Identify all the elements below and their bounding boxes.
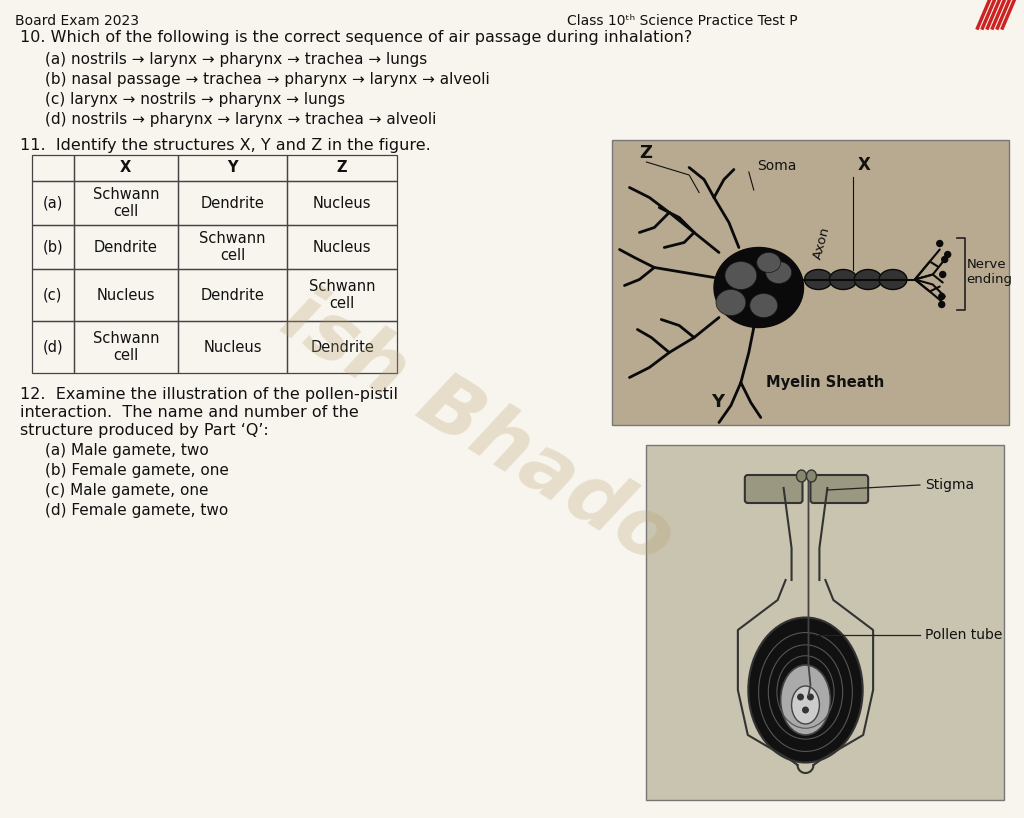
- Ellipse shape: [716, 290, 745, 316]
- Ellipse shape: [879, 269, 907, 290]
- Bar: [178, 269, 288, 321]
- Bar: [288, 225, 396, 269]
- Circle shape: [945, 251, 950, 258]
- FancyBboxPatch shape: [810, 475, 868, 503]
- Ellipse shape: [714, 248, 804, 327]
- Text: (d) Female gamete, two: (d) Female gamete, two: [45, 503, 228, 518]
- Text: Y: Y: [711, 393, 724, 411]
- Text: (c): (c): [43, 287, 62, 303]
- Text: Y: Y: [227, 160, 238, 176]
- Ellipse shape: [725, 262, 757, 290]
- Bar: [32, 321, 74, 373]
- Text: X: X: [120, 160, 131, 176]
- Ellipse shape: [807, 470, 816, 482]
- Bar: [32, 181, 74, 225]
- Bar: [178, 155, 288, 181]
- Text: (a): (a): [43, 196, 62, 210]
- Text: Myelin Sheath: Myelin Sheath: [766, 375, 884, 390]
- Circle shape: [939, 294, 945, 299]
- Text: structure produced by Part ‘Q’:: structure produced by Part ‘Q’:: [19, 423, 268, 438]
- Ellipse shape: [792, 686, 819, 724]
- Circle shape: [940, 272, 946, 277]
- Bar: [288, 181, 396, 225]
- Text: Nerve
ending: Nerve ending: [967, 258, 1013, 285]
- Text: Stigma: Stigma: [925, 478, 974, 492]
- Text: Dendrite: Dendrite: [310, 339, 374, 354]
- Text: Dendrite: Dendrite: [94, 240, 158, 254]
- Text: Schwann
cell: Schwann cell: [309, 279, 376, 311]
- Ellipse shape: [829, 269, 857, 290]
- Text: (d): (d): [42, 339, 63, 354]
- Bar: [74, 155, 178, 181]
- Bar: [32, 225, 74, 269]
- Text: 11.  Identify the structures X, Y and Z in the figure.: 11. Identify the structures X, Y and Z i…: [19, 138, 431, 153]
- Text: interaction.  The name and number of the: interaction. The name and number of the: [19, 405, 358, 420]
- Text: Nucleus: Nucleus: [204, 339, 262, 354]
- Text: Axon: Axon: [811, 225, 833, 260]
- Circle shape: [797, 694, 804, 700]
- Circle shape: [939, 302, 945, 308]
- Ellipse shape: [766, 262, 792, 284]
- Text: Class 10ᵗʰ Science Practice Test P: Class 10ᵗʰ Science Practice Test P: [567, 14, 798, 28]
- Text: (a) Male gamete, two: (a) Male gamete, two: [45, 443, 209, 458]
- Bar: [288, 269, 396, 321]
- Text: Z: Z: [337, 160, 347, 176]
- Text: 12.  Examine the illustration of the pollen-pistil: 12. Examine the illustration of the poll…: [19, 387, 398, 402]
- Text: Board Exam 2023: Board Exam 2023: [15, 14, 139, 28]
- Text: Soma: Soma: [757, 159, 796, 173]
- Circle shape: [807, 694, 814, 700]
- Text: Nucleus: Nucleus: [96, 287, 155, 303]
- Bar: [646, 445, 1005, 800]
- Text: Dendrite: Dendrite: [201, 287, 264, 303]
- Bar: [74, 181, 178, 225]
- Bar: [288, 321, 396, 373]
- Text: Z: Z: [639, 144, 652, 162]
- Circle shape: [942, 257, 947, 263]
- Text: ish Bhado: ish Bhado: [267, 277, 687, 581]
- Ellipse shape: [757, 253, 780, 272]
- Bar: [611, 140, 1010, 425]
- Bar: [32, 269, 74, 321]
- Ellipse shape: [854, 269, 882, 290]
- Bar: [178, 225, 288, 269]
- Text: Schwann
cell: Schwann cell: [92, 330, 159, 363]
- Bar: [32, 155, 74, 181]
- Text: Pollen tube: Pollen tube: [925, 628, 1002, 642]
- Ellipse shape: [750, 294, 777, 317]
- Bar: [178, 321, 288, 373]
- Text: (b) nasal passage → trachea → pharynx → larynx → alveoli: (b) nasal passage → trachea → pharynx → …: [45, 72, 489, 87]
- Ellipse shape: [749, 618, 862, 762]
- Text: (b): (b): [42, 240, 63, 254]
- Text: (a) nostrils → larynx → pharynx → trachea → lungs: (a) nostrils → larynx → pharynx → trache…: [45, 52, 427, 67]
- Bar: [74, 225, 178, 269]
- Text: 10. Which of the following is the correct sequence of air passage during inhalat: 10. Which of the following is the correc…: [19, 30, 692, 45]
- Text: (b) Female gamete, one: (b) Female gamete, one: [45, 463, 228, 478]
- Circle shape: [937, 240, 943, 246]
- Text: (c) Male gamete, one: (c) Male gamete, one: [45, 483, 208, 498]
- Text: Schwann
cell: Schwann cell: [200, 231, 266, 263]
- Text: (d) nostrils → pharynx → larynx → trachea → alveoli: (d) nostrils → pharynx → larynx → trache…: [45, 112, 436, 127]
- Bar: [74, 321, 178, 373]
- Bar: [288, 155, 396, 181]
- Text: (c) larynx → nostrils → pharynx → lungs: (c) larynx → nostrils → pharynx → lungs: [45, 92, 345, 107]
- Ellipse shape: [780, 665, 830, 735]
- Circle shape: [802, 707, 809, 713]
- Text: X: X: [857, 156, 870, 174]
- Bar: [178, 181, 288, 225]
- Bar: [74, 269, 178, 321]
- Text: Nucleus: Nucleus: [313, 240, 372, 254]
- Ellipse shape: [797, 470, 807, 482]
- Text: Nucleus: Nucleus: [313, 196, 372, 210]
- Text: Schwann
cell: Schwann cell: [92, 187, 159, 219]
- FancyBboxPatch shape: [744, 475, 803, 503]
- Ellipse shape: [805, 269, 833, 290]
- Text: Dendrite: Dendrite: [201, 196, 264, 210]
